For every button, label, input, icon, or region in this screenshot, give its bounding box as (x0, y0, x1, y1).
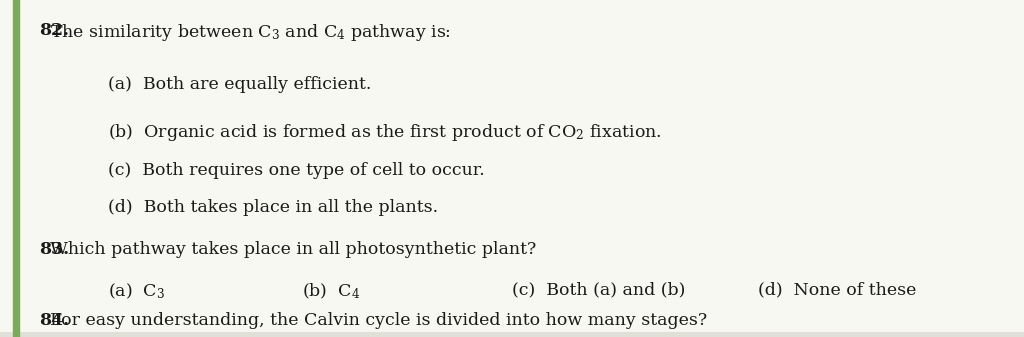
Text: The similarity between $\mathregular{C_3}$ and $\mathregular{C_4}$ pathway is:: The similarity between $\mathregular{C_3… (39, 22, 451, 43)
Bar (13, 0, 19, 337)
Text: (b)  Organic acid is formed as the first product of $\mathregular{CO_2}$ fixatio: (b) Organic acid is formed as the first … (108, 122, 662, 143)
Text: (c)  Both requires one type of cell to occur.: (c) Both requires one type of cell to oc… (108, 162, 484, 179)
Text: For easy understanding, the Calvin cycle is divided into how many stages?: For easy understanding, the Calvin cycle… (39, 312, 707, 329)
Text: (a)  $\mathregular{C_3}$: (a) $\mathregular{C_3}$ (108, 281, 165, 301)
Text: (c)  Both (a) and (b): (c) Both (a) and (b) (512, 281, 685, 298)
Text: (d)  Both takes place in all the plants.: (d) Both takes place in all the plants. (108, 199, 437, 216)
Text: 82.: 82. (39, 22, 69, 39)
Text: (b)  $\mathregular{C_4}$: (b) $\mathregular{C_4}$ (302, 281, 360, 301)
Text: Which pathway takes place in all photosynthetic plant?: Which pathway takes place in all photosy… (39, 241, 537, 258)
Text: 84.: 84. (39, 312, 69, 329)
Text: (d)  None of these: (d) None of these (758, 281, 916, 298)
Text: (a)  Both are equally efficient.: (a) Both are equally efficient. (108, 76, 371, 93)
Text: 83.: 83. (39, 241, 69, 258)
